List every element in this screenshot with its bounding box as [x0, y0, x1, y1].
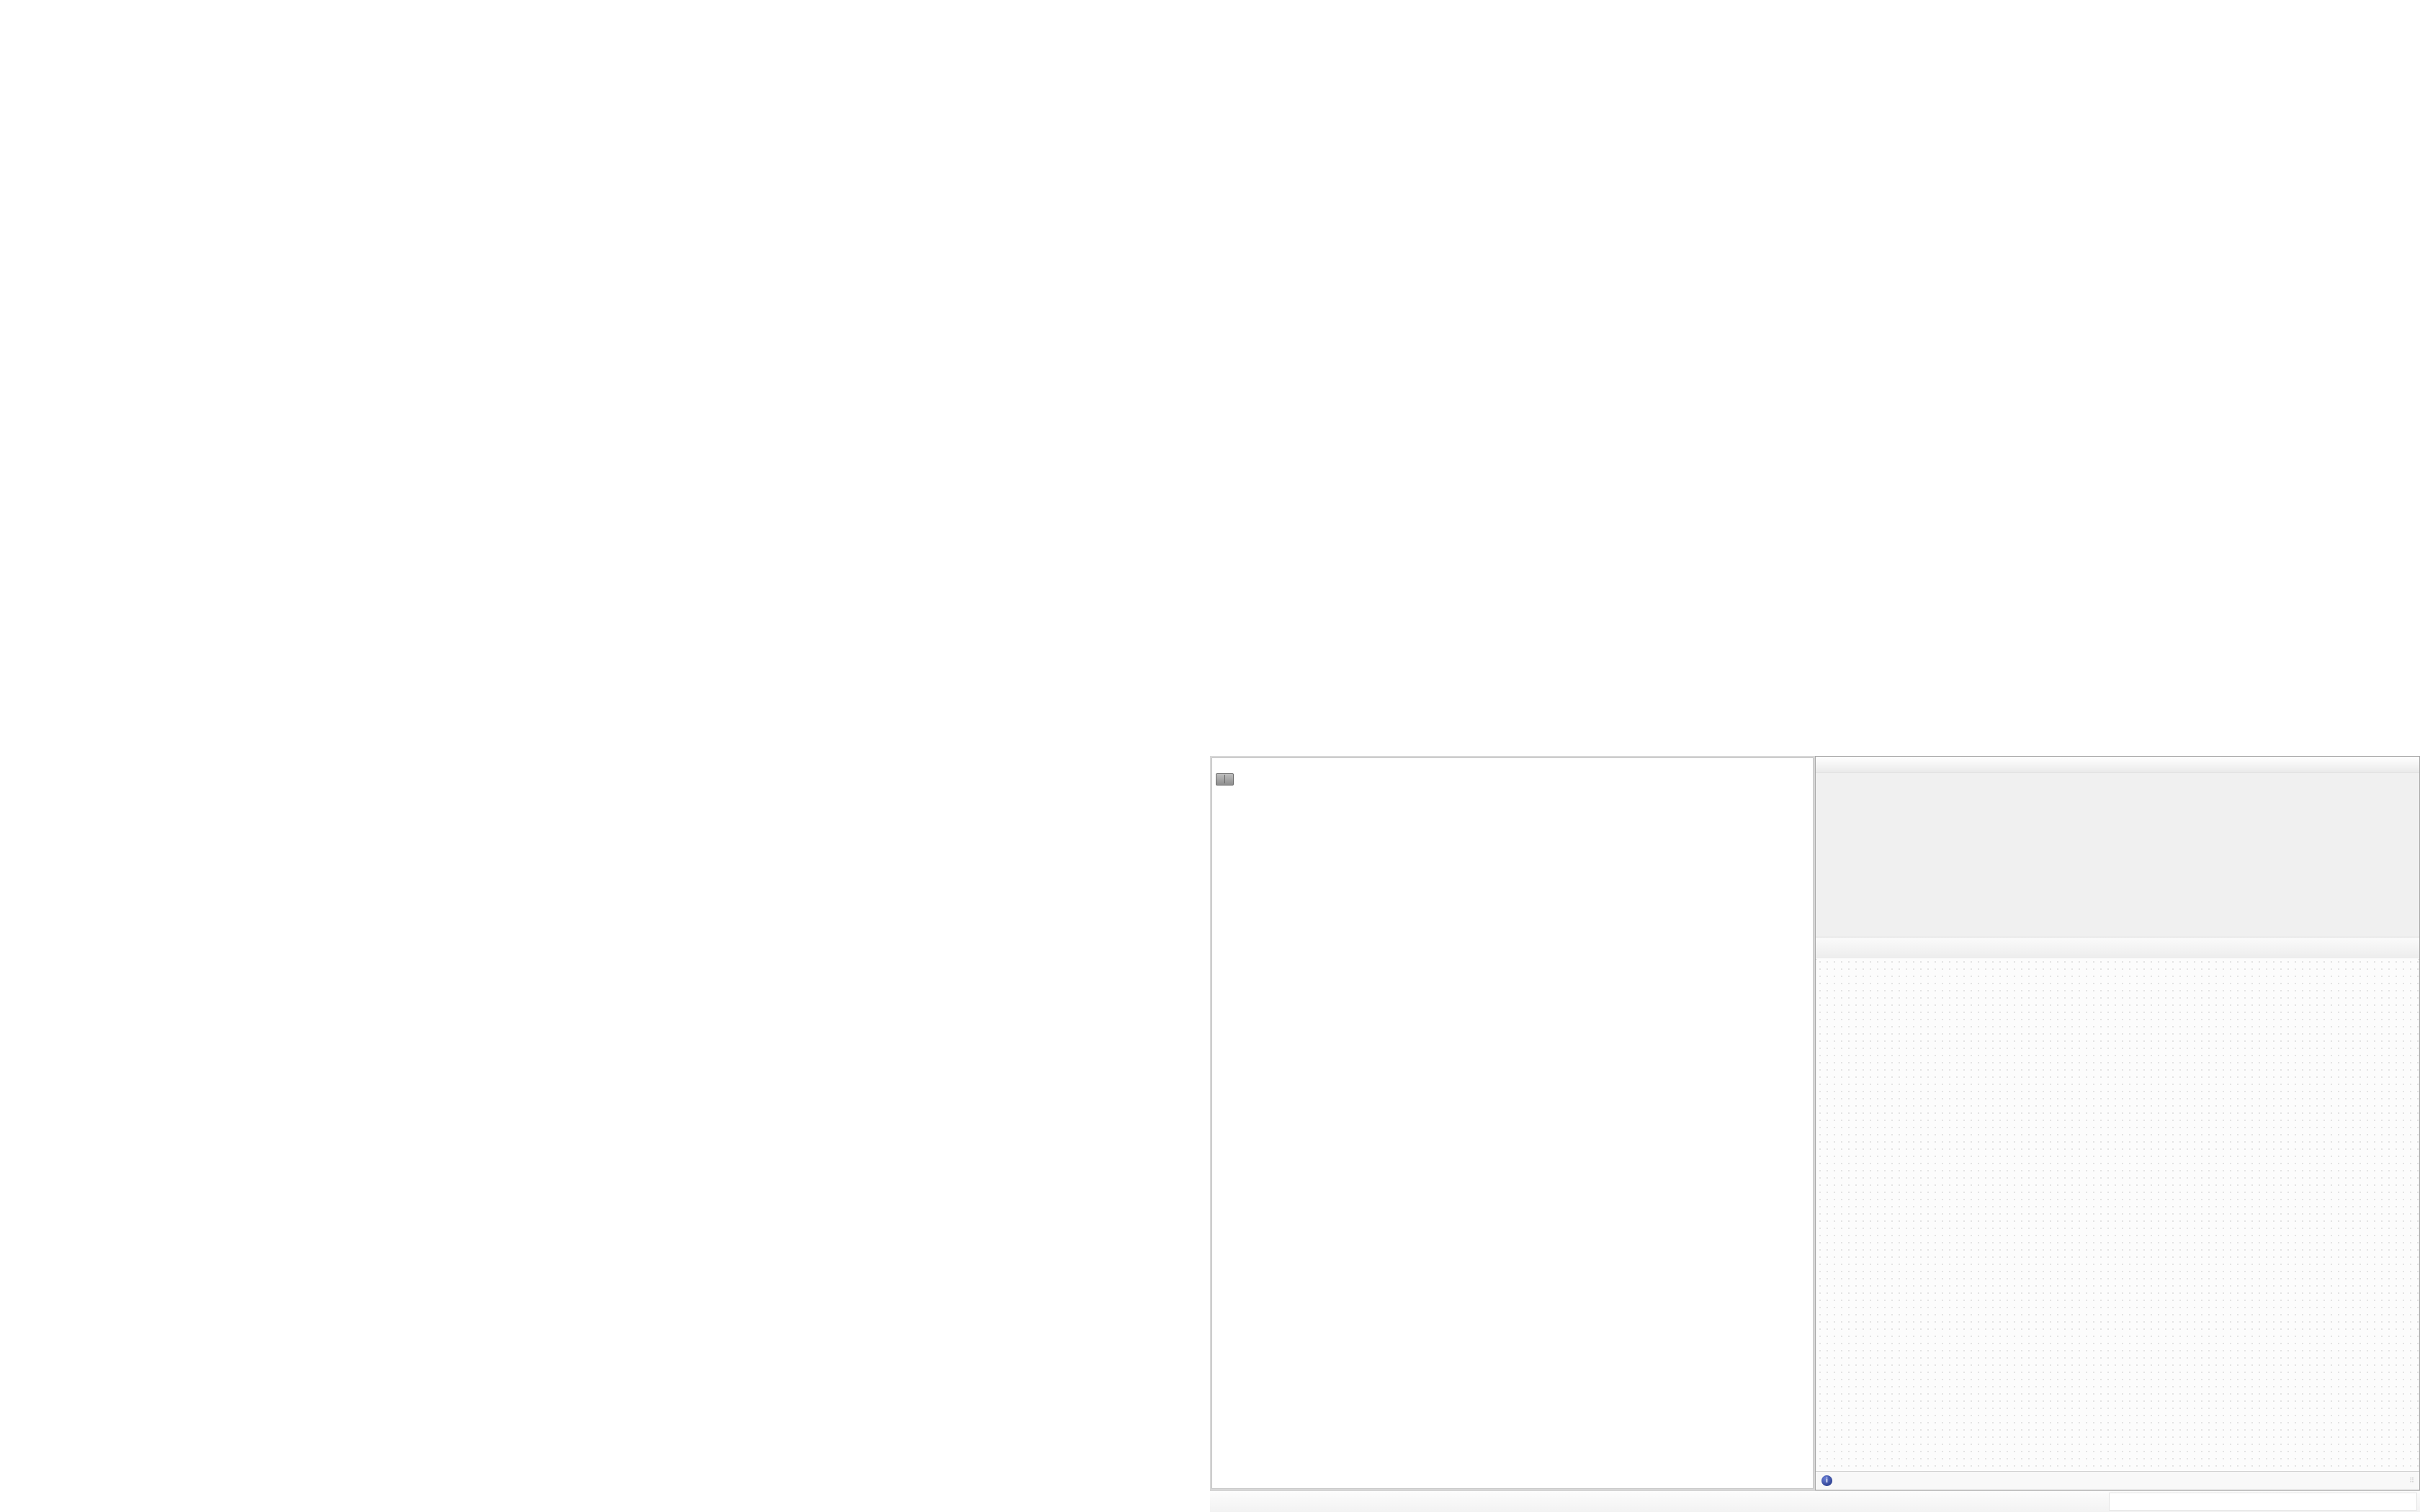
grasshopper-title-bar[interactable] [1816, 757, 2419, 773]
ribbon-tab-strip [1816, 789, 2419, 809]
grasshopper-canvas[interactable] [1816, 958, 2419, 1472]
viewport-canvas[interactable] [1212, 758, 1813, 1488]
view-tab-divider [1224, 775, 1225, 783]
grasshopper-window: i ⠿ [1815, 756, 2420, 1490]
screenshot-tile: i ⠿ [1210, 756, 2420, 1512]
taskbar [1210, 1490, 2420, 1512]
solver-info-icon[interactable]: i [1821, 1475, 1832, 1486]
rhino-viewport-window [1211, 757, 1814, 1489]
menu-bar [1816, 772, 2419, 789]
viewport-view-tab[interactable] [1216, 773, 1234, 786]
status-bar: i ⠿ [1816, 1471, 2419, 1490]
canvas-toolbar [1816, 937, 2419, 960]
system-tray [2109, 1493, 2417, 1511]
screen-quadrant-bottom-right: i ⠿ [1210, 756, 2420, 1512]
ribbon-palettes [1816, 810, 2419, 937]
window-buttons [2396, 757, 2416, 772]
wire-layer [1816, 958, 2419, 1472]
resize-grip[interactable]: ⠿ [2409, 1477, 2415, 1484]
